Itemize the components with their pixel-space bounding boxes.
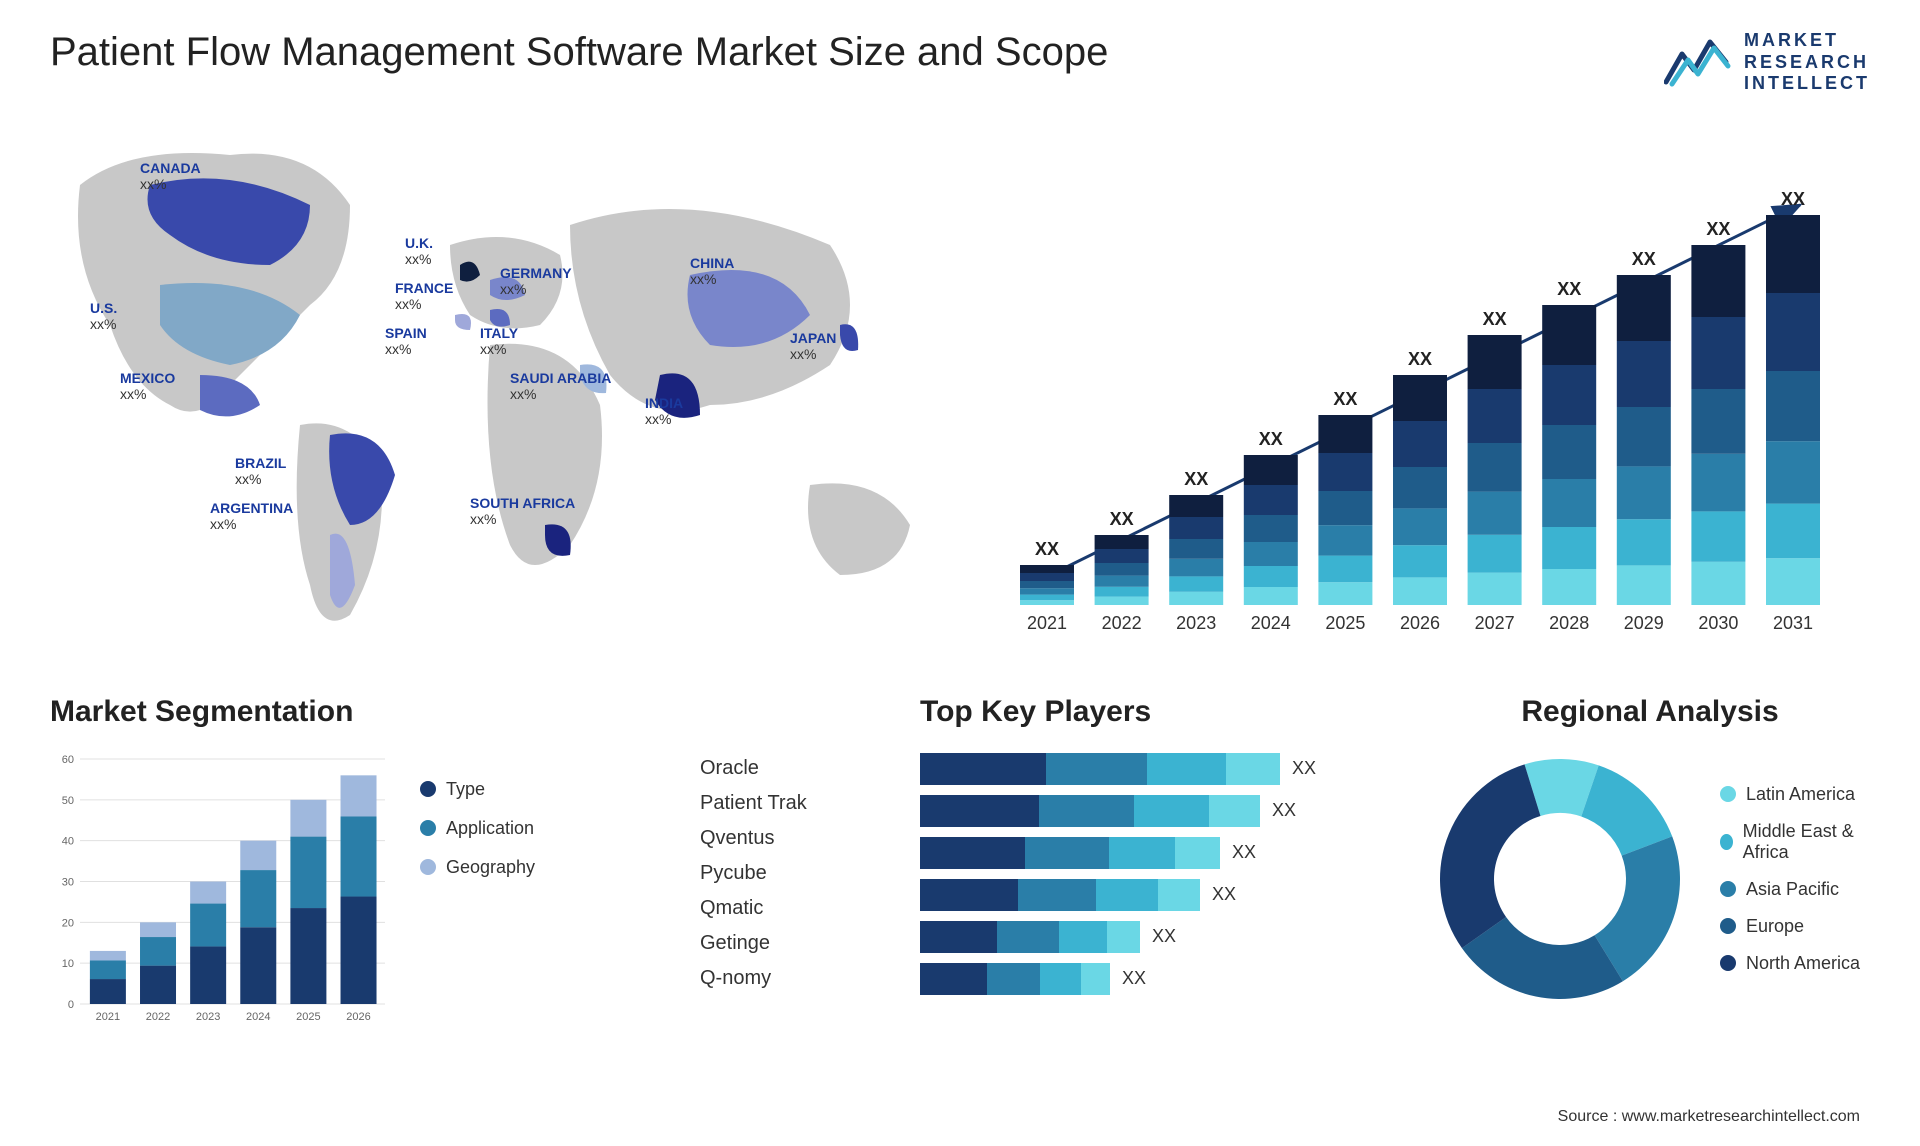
player-bar-row: XX	[920, 753, 1400, 785]
svg-text:2023: 2023	[196, 1011, 220, 1023]
country-label: SPAINxx%	[385, 325, 427, 357]
svg-text:40: 40	[62, 835, 74, 847]
player-bar-row: XX	[920, 963, 1400, 995]
regional-donut-chart	[1430, 749, 1690, 1009]
country-label: FRANCExx%	[395, 280, 453, 312]
country-label: BRAZILxx%	[235, 455, 286, 487]
country-label: JAPANxx%	[790, 330, 836, 362]
legend-item: Application	[420, 818, 535, 839]
svg-text:XX: XX	[1184, 469, 1208, 489]
country-label: INDIAxx%	[645, 395, 683, 427]
country-label: U.K.xx%	[405, 235, 433, 267]
players-chart-panel: Top Key Players XX XX XX XX XX XX	[920, 695, 1400, 1029]
regional-legend: Latin America Middle East & Africa Asia Pa…	[1720, 784, 1870, 974]
svg-text:2022: 2022	[146, 1011, 170, 1023]
legend-item: Type	[420, 779, 535, 800]
player-name: Getinge	[700, 932, 890, 955]
segmentation-panel: Market Segmentation 0 10 20 30 40 50 60 2021 202…	[50, 695, 670, 1029]
country-label: CANADAxx%	[140, 160, 201, 192]
player-bar-row: XX	[920, 921, 1400, 953]
country-label: ITALYxx%	[480, 325, 518, 357]
player-bar-row: XX	[920, 837, 1400, 869]
svg-text:XX: XX	[1333, 389, 1357, 409]
svg-text:2030: 2030	[1698, 613, 1738, 633]
country-label: SAUDI ARABIAxx%	[510, 370, 611, 402]
player-name: Qmatic	[700, 897, 890, 920]
players-title: Top Key Players	[920, 695, 1400, 729]
logo-line1: MARKET	[1744, 30, 1870, 52]
svg-text:XX: XX	[1408, 349, 1432, 369]
svg-text:XX: XX	[1557, 279, 1581, 299]
legend-item: North America	[1720, 953, 1870, 974]
country-label: MEXICOxx%	[120, 370, 175, 402]
legend-item: Middle East & Africa	[1720, 821, 1870, 863]
logo-icon	[1664, 34, 1734, 90]
legend-item: Asia Pacific	[1720, 879, 1870, 900]
svg-text:2021: 2021	[96, 1011, 120, 1023]
players-list-panel: Oracle Patient Trak Qventus Pycube Qmatic Get…	[700, 695, 890, 1029]
svg-text:XX: XX	[1110, 509, 1134, 529]
svg-text:2026: 2026	[346, 1011, 370, 1023]
logo-line2: RESEARCH	[1744, 52, 1870, 74]
svg-text:XX: XX	[1632, 249, 1656, 269]
svg-text:60: 60	[62, 754, 74, 766]
legend-item: Geography	[420, 857, 535, 878]
player-bar-row: XX	[920, 795, 1400, 827]
svg-text:50: 50	[62, 795, 74, 807]
legend-item: Europe	[1720, 916, 1870, 937]
world-map-panel: CANADAxx% U.S.xx% MEXICOxx% BRAZILxx% ARGENT…	[50, 125, 970, 645]
regional-title: Regional Analysis	[1430, 695, 1870, 729]
svg-text:10: 10	[62, 958, 74, 970]
legend-item: Latin America	[1720, 784, 1870, 805]
svg-text:30: 30	[62, 876, 74, 888]
svg-text:XX: XX	[1259, 429, 1283, 449]
source-attribution: Source : www.marketresearchintellect.com	[1558, 1108, 1860, 1126]
svg-text:2025: 2025	[296, 1011, 320, 1023]
svg-text:XX: XX	[1035, 539, 1059, 559]
segmentation-legend: Type Application Geography	[420, 749, 535, 1029]
country-label: U.S.xx%	[90, 300, 117, 332]
svg-text:XX: XX	[1483, 309, 1507, 329]
brand-logo: MARKET RESEARCH INTELLECT	[1664, 30, 1870, 95]
country-label: CHINAxx%	[690, 255, 734, 287]
player-name: Oracle	[700, 757, 890, 780]
growth-bar-chart: XX 2021 XX 2022 XX 2023 XX 2024 XX 2025 XX 2026 XX 20…	[1010, 165, 1830, 645]
logo-line3: INTELLECT	[1744, 73, 1870, 95]
country-label: ARGENTINAxx%	[210, 500, 293, 532]
svg-text:2021: 2021	[1027, 613, 1067, 633]
page-title: Patient Flow Management Software Market …	[50, 30, 1108, 75]
country-label: GERMANYxx%	[500, 265, 572, 297]
country-label: SOUTH AFRICAxx%	[470, 495, 575, 527]
svg-text:XX: XX	[1781, 189, 1805, 209]
svg-text:2029: 2029	[1624, 613, 1664, 633]
regional-panel: Regional Analysis Latin America Middle Ea…	[1430, 695, 1870, 1029]
svg-text:2031: 2031	[1773, 613, 1813, 633]
svg-text:2024: 2024	[246, 1011, 270, 1023]
player-name: Qventus	[700, 827, 890, 850]
player-bar-row: XX	[920, 879, 1400, 911]
svg-text:0: 0	[68, 999, 74, 1011]
svg-text:XX: XX	[1706, 219, 1730, 239]
svg-text:2023: 2023	[1176, 613, 1216, 633]
svg-text:2025: 2025	[1325, 613, 1365, 633]
svg-text:2026: 2026	[1400, 613, 1440, 633]
svg-text:2022: 2022	[1102, 613, 1142, 633]
svg-text:20: 20	[62, 917, 74, 929]
player-name: Patient Trak	[700, 792, 890, 815]
player-name: Q-nomy	[700, 967, 890, 990]
growth-chart-panel: XX 2021 XX 2022 XX 2023 XX 2024 XX 2025 XX 2026 XX 20…	[1010, 125, 1870, 645]
player-name: Pycube	[700, 862, 890, 885]
svg-text:2024: 2024	[1251, 613, 1291, 633]
svg-text:2027: 2027	[1475, 613, 1515, 633]
segmentation-title: Market Segmentation	[50, 695, 670, 729]
svg-text:2028: 2028	[1549, 613, 1589, 633]
segmentation-bar-chart: 0 10 20 30 40 50 60 2021 2022 2023 2024 2025 2026	[50, 749, 390, 1029]
